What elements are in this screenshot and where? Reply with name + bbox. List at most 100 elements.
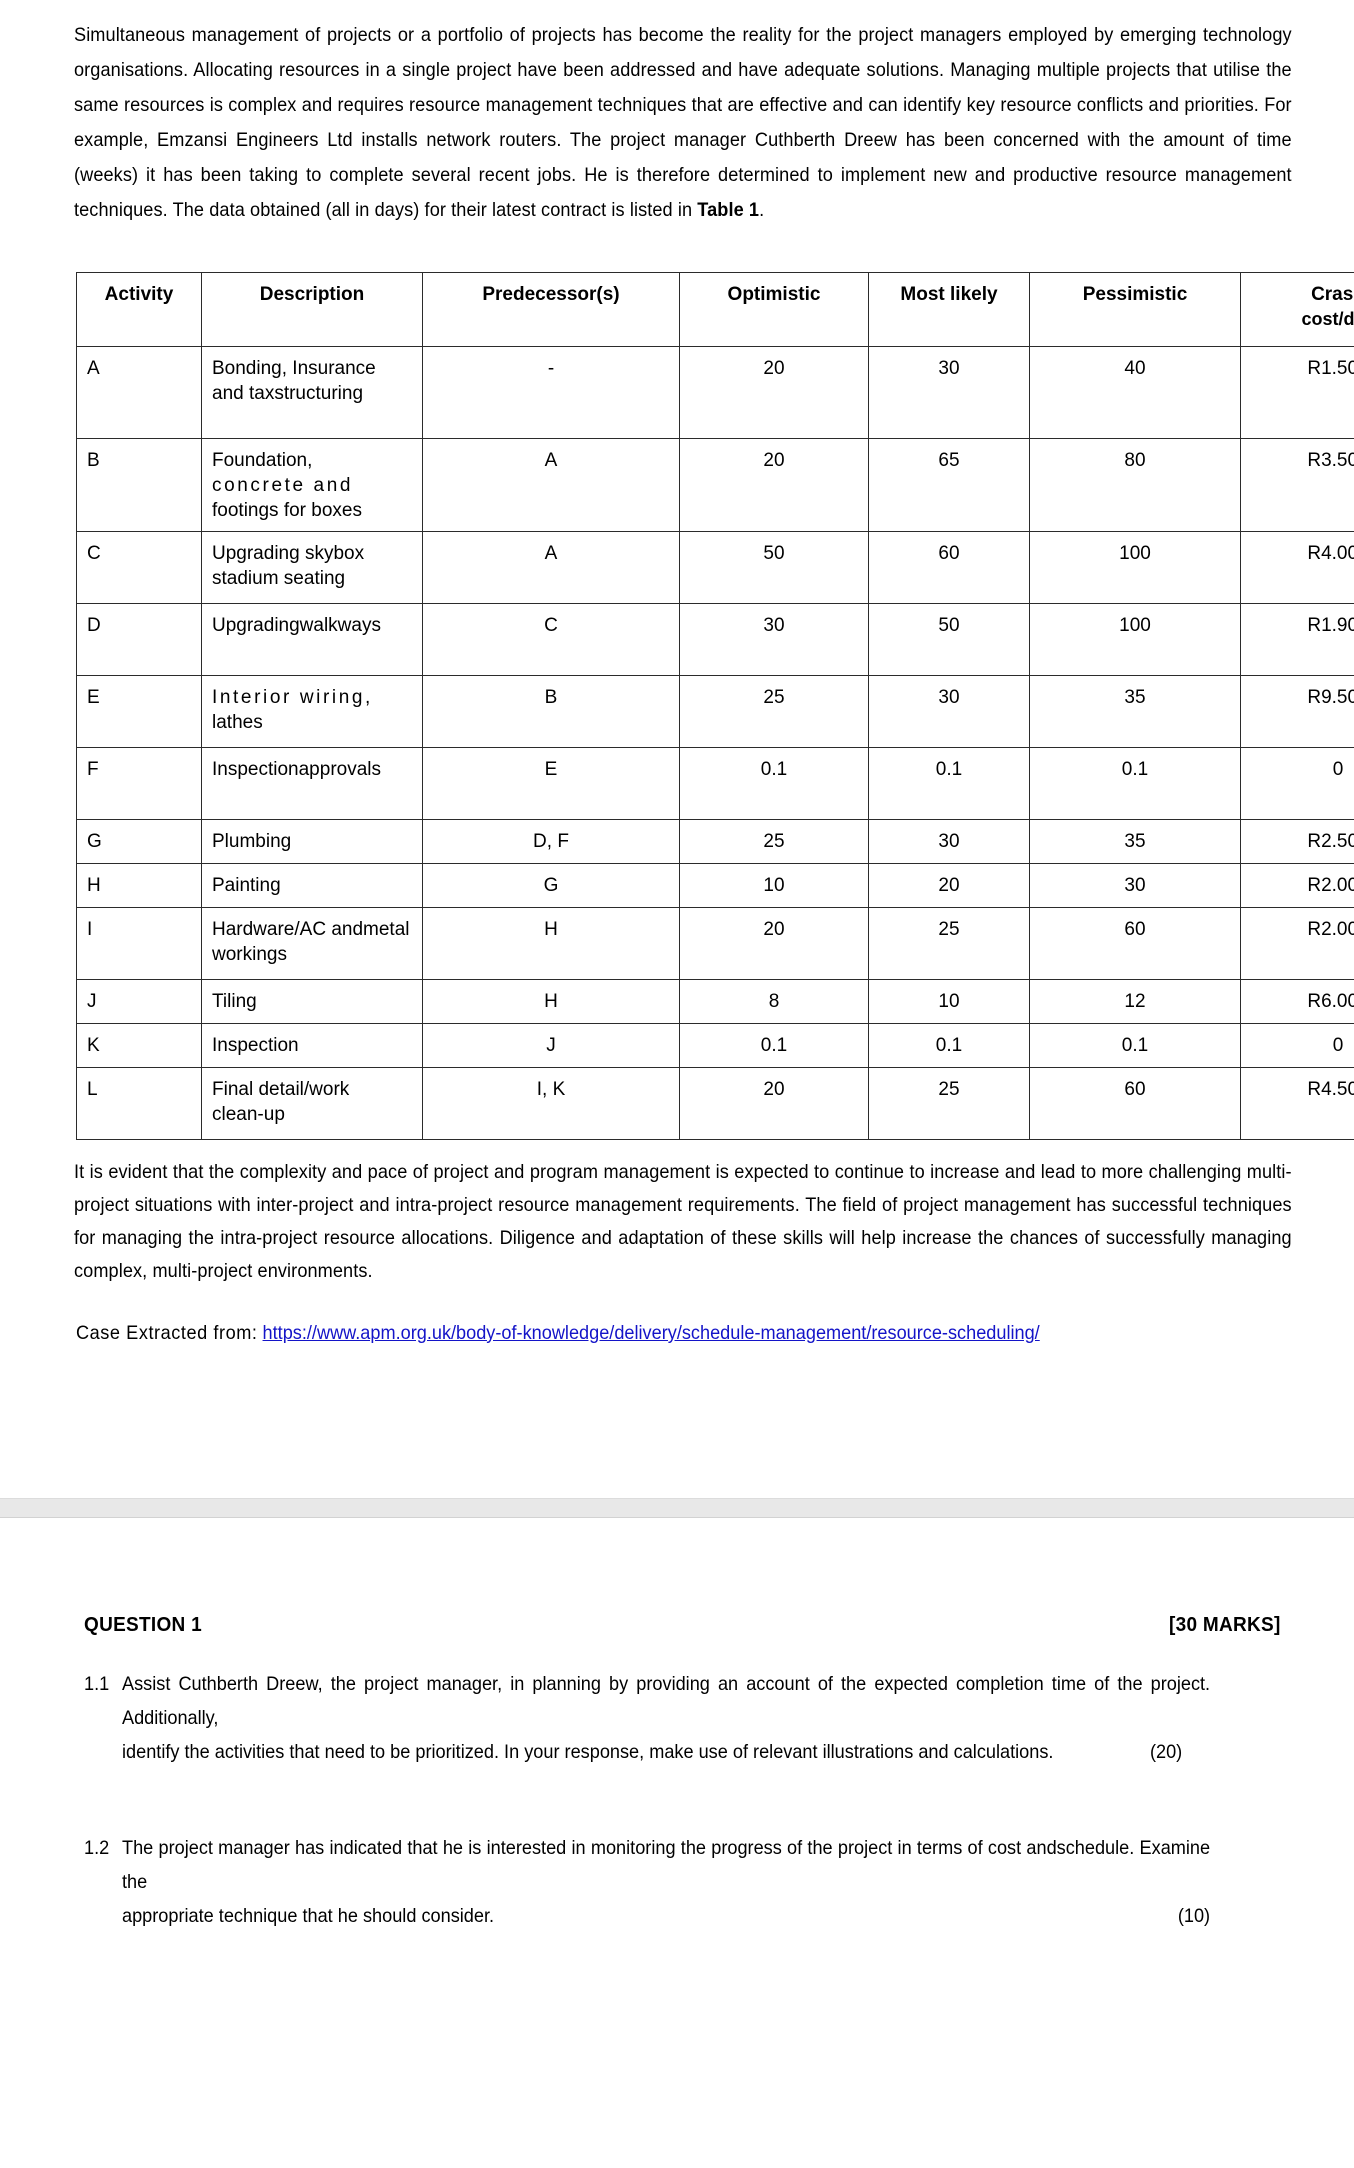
cell-pessimistic: 100 <box>1029 603 1241 676</box>
document-page-two: QUESTION 1 [30 MARKS] 1.1 Assist Cuthber… <box>0 1518 1354 1973</box>
cell-pessimistic: 35 <box>1029 819 1241 864</box>
desc-line-1: Final detail/work <box>212 1079 350 1100</box>
question-line-2-text: identify the activities that need to be … <box>122 1741 1054 1763</box>
question-number: 1.1 <box>84 1673 110 1695</box>
cell-most-likely: 50 <box>868 603 1030 676</box>
table-row: F Inspectionapprovals E 0.1 0.1 0.1 0 <box>76 747 1354 820</box>
desc-line-2: and taxstructuring <box>212 383 364 404</box>
cell-description: Tiling <box>201 979 423 1024</box>
cell-pessimistic: 0.1 <box>1029 747 1241 820</box>
question-marks: (10) <box>1177 1905 1211 1927</box>
desc-line-1: Bonding, Insurance <box>212 358 376 379</box>
cell-pessimistic: 60 <box>1029 1067 1241 1140</box>
cell-predecessor: - <box>422 346 680 439</box>
cell-most-likely: 60 <box>868 531 1030 604</box>
table-row: A Bonding, Insurance and taxstructuring -… <box>76 346 1354 439</box>
cell-optimistic: 20 <box>679 907 869 980</box>
cell-optimistic: 30 <box>679 603 869 676</box>
cell-optimistic: 10 <box>679 863 869 908</box>
cell-activity: E <box>76 675 202 748</box>
cell-most-likely: 0.1 <box>868 1023 1030 1068</box>
desc-line-1: Hardware/AC andmetal <box>212 919 410 940</box>
cell-activity: F <box>76 747 202 820</box>
source-label: Case Extracted from: <box>76 1322 258 1344</box>
cell-pessimistic: 30 <box>1029 863 1241 908</box>
desc-line-2: workings <box>212 944 287 965</box>
activity-data-table: Activity Description Predecessor(s) Opti… <box>76 272 1354 1140</box>
cell-predecessor: I, K <box>422 1067 680 1140</box>
cell-description: Upgrading skybox stadium seating <box>201 531 423 604</box>
cell-most-likely: 30 <box>868 819 1030 864</box>
column-header-predecessors: Predecessor(s) <box>422 272 680 347</box>
cell-predecessor: H <box>422 907 680 980</box>
document-page-one: Simultaneous management of projects or a… <box>74 24 1354 1498</box>
cell-activity: I <box>76 907 202 980</box>
cell-crash-cost: 0 <box>1240 747 1354 820</box>
cell-activity: C <box>76 531 202 604</box>
cell-activity: A <box>76 346 202 439</box>
desc-line-2: lathes <box>212 712 263 733</box>
cell-predecessor: C <box>422 603 680 676</box>
cell-crash-cost: 0 <box>1240 1023 1354 1068</box>
table-row: G Plumbing D, F 25 30 35 R2.500 <box>76 819 1354 864</box>
question-header: QUESTION 1 [30 MARKS] <box>84 1614 1292 1637</box>
table-row: E Interior wiring, lathes B 25 30 35 R9.5… <box>76 675 1354 748</box>
desc-line-3: footings for boxes <box>212 500 362 521</box>
intro-paragraph-period: . <box>759 199 765 221</box>
table-row: J Tiling H 8 10 12 R6.000 <box>76 979 1354 1024</box>
cell-optimistic: 0.1 <box>679 747 869 820</box>
cell-crash-cost: R6.000 <box>1240 979 1354 1024</box>
cell-predecessor: G <box>422 863 680 908</box>
cell-most-likely: 65 <box>868 438 1030 532</box>
table-row: K Inspection J 0.1 0.1 0.1 0 <box>76 1023 1354 1068</box>
table-header: Activity Description Predecessor(s) Opti… <box>76 272 1354 347</box>
cell-description: Hardware/AC andmetal workings <box>201 907 423 980</box>
cell-crash-cost: R2.000 <box>1240 863 1354 908</box>
cell-pessimistic: 35 <box>1029 675 1241 748</box>
question-line-1: Assist Cuthberth Dreew, the project mana… <box>122 1673 1211 1729</box>
question-total-marks: [30 MARKS] <box>1168 1614 1281 1636</box>
table-row: H Painting G 10 20 30 R2.000 <box>76 863 1354 908</box>
question-item-1-2: 1.2 The project manager has indicated th… <box>84 1831 1292 1933</box>
page-one-bottom-space <box>74 1348 1292 1498</box>
desc-line-1: Upgrading skybox <box>212 543 365 564</box>
cell-description: Plumbing <box>201 819 423 864</box>
table-row: I Hardware/AC andmetal workings H 20 25 6… <box>76 907 1354 980</box>
source-url-link[interactable]: https://www.apm.org.uk/body-of-knowledge… <box>262 1322 1040 1344</box>
cell-pessimistic: 60 <box>1029 907 1241 980</box>
cell-optimistic: 50 <box>679 531 869 604</box>
cell-optimistic: 25 <box>679 675 869 748</box>
desc-line-2: concrete and <box>212 475 354 496</box>
cell-crash-cost: R9.500 <box>1240 675 1354 748</box>
table-header-row: Activity Description Predecessor(s) Opti… <box>76 272 1354 347</box>
column-header-pessimistic: Pessimistic <box>1029 272 1241 347</box>
question-line-1: The project manager has indicated that h… <box>122 1837 1211 1893</box>
cell-description: Inspectionapprovals <box>201 747 423 820</box>
cell-predecessor: J <box>422 1023 680 1068</box>
cell-optimistic: 25 <box>679 819 869 864</box>
cell-activity: B <box>76 438 202 532</box>
cell-most-likely: 30 <box>868 675 1030 748</box>
cell-crash-cost: R2.500 <box>1240 819 1354 864</box>
cell-optimistic: 20 <box>679 1067 869 1140</box>
cell-most-likely: 30 <box>868 346 1030 439</box>
column-header-crash-cost: Crash cost/day <box>1240 272 1354 347</box>
cell-description: Final detail/work clean-up <box>201 1067 423 1140</box>
question-title: QUESTION 1 <box>84 1614 202 1636</box>
cell-description: Foundation, concrete and footings for boxe… <box>201 438 423 532</box>
cell-crash-cost: R4.500 <box>1240 1067 1354 1140</box>
spacer-between-questions <box>74 1769 1292 1831</box>
table-body: A Bonding, Insurance and taxstructuring -… <box>76 346 1354 1140</box>
question-marks: (20) <box>1149 1741 1183 1763</box>
cell-predecessor: D, F <box>422 819 680 864</box>
cell-description: Interior wiring, lathes <box>201 675 423 748</box>
cell-pessimistic: 12 <box>1029 979 1241 1024</box>
cell-optimistic: 8 <box>679 979 869 1024</box>
cell-description: Bonding, Insurance and taxstructuring <box>201 346 423 439</box>
cell-description: Upgradingwalkways <box>201 603 423 676</box>
question-body: The project manager has indicated that h… <box>122 1831 1210 1933</box>
cell-predecessor: A <box>422 531 680 604</box>
question-number: 1.2 <box>84 1837 110 1859</box>
cell-pessimistic: 40 <box>1029 346 1241 439</box>
spacer-after-table <box>74 1140 1292 1156</box>
